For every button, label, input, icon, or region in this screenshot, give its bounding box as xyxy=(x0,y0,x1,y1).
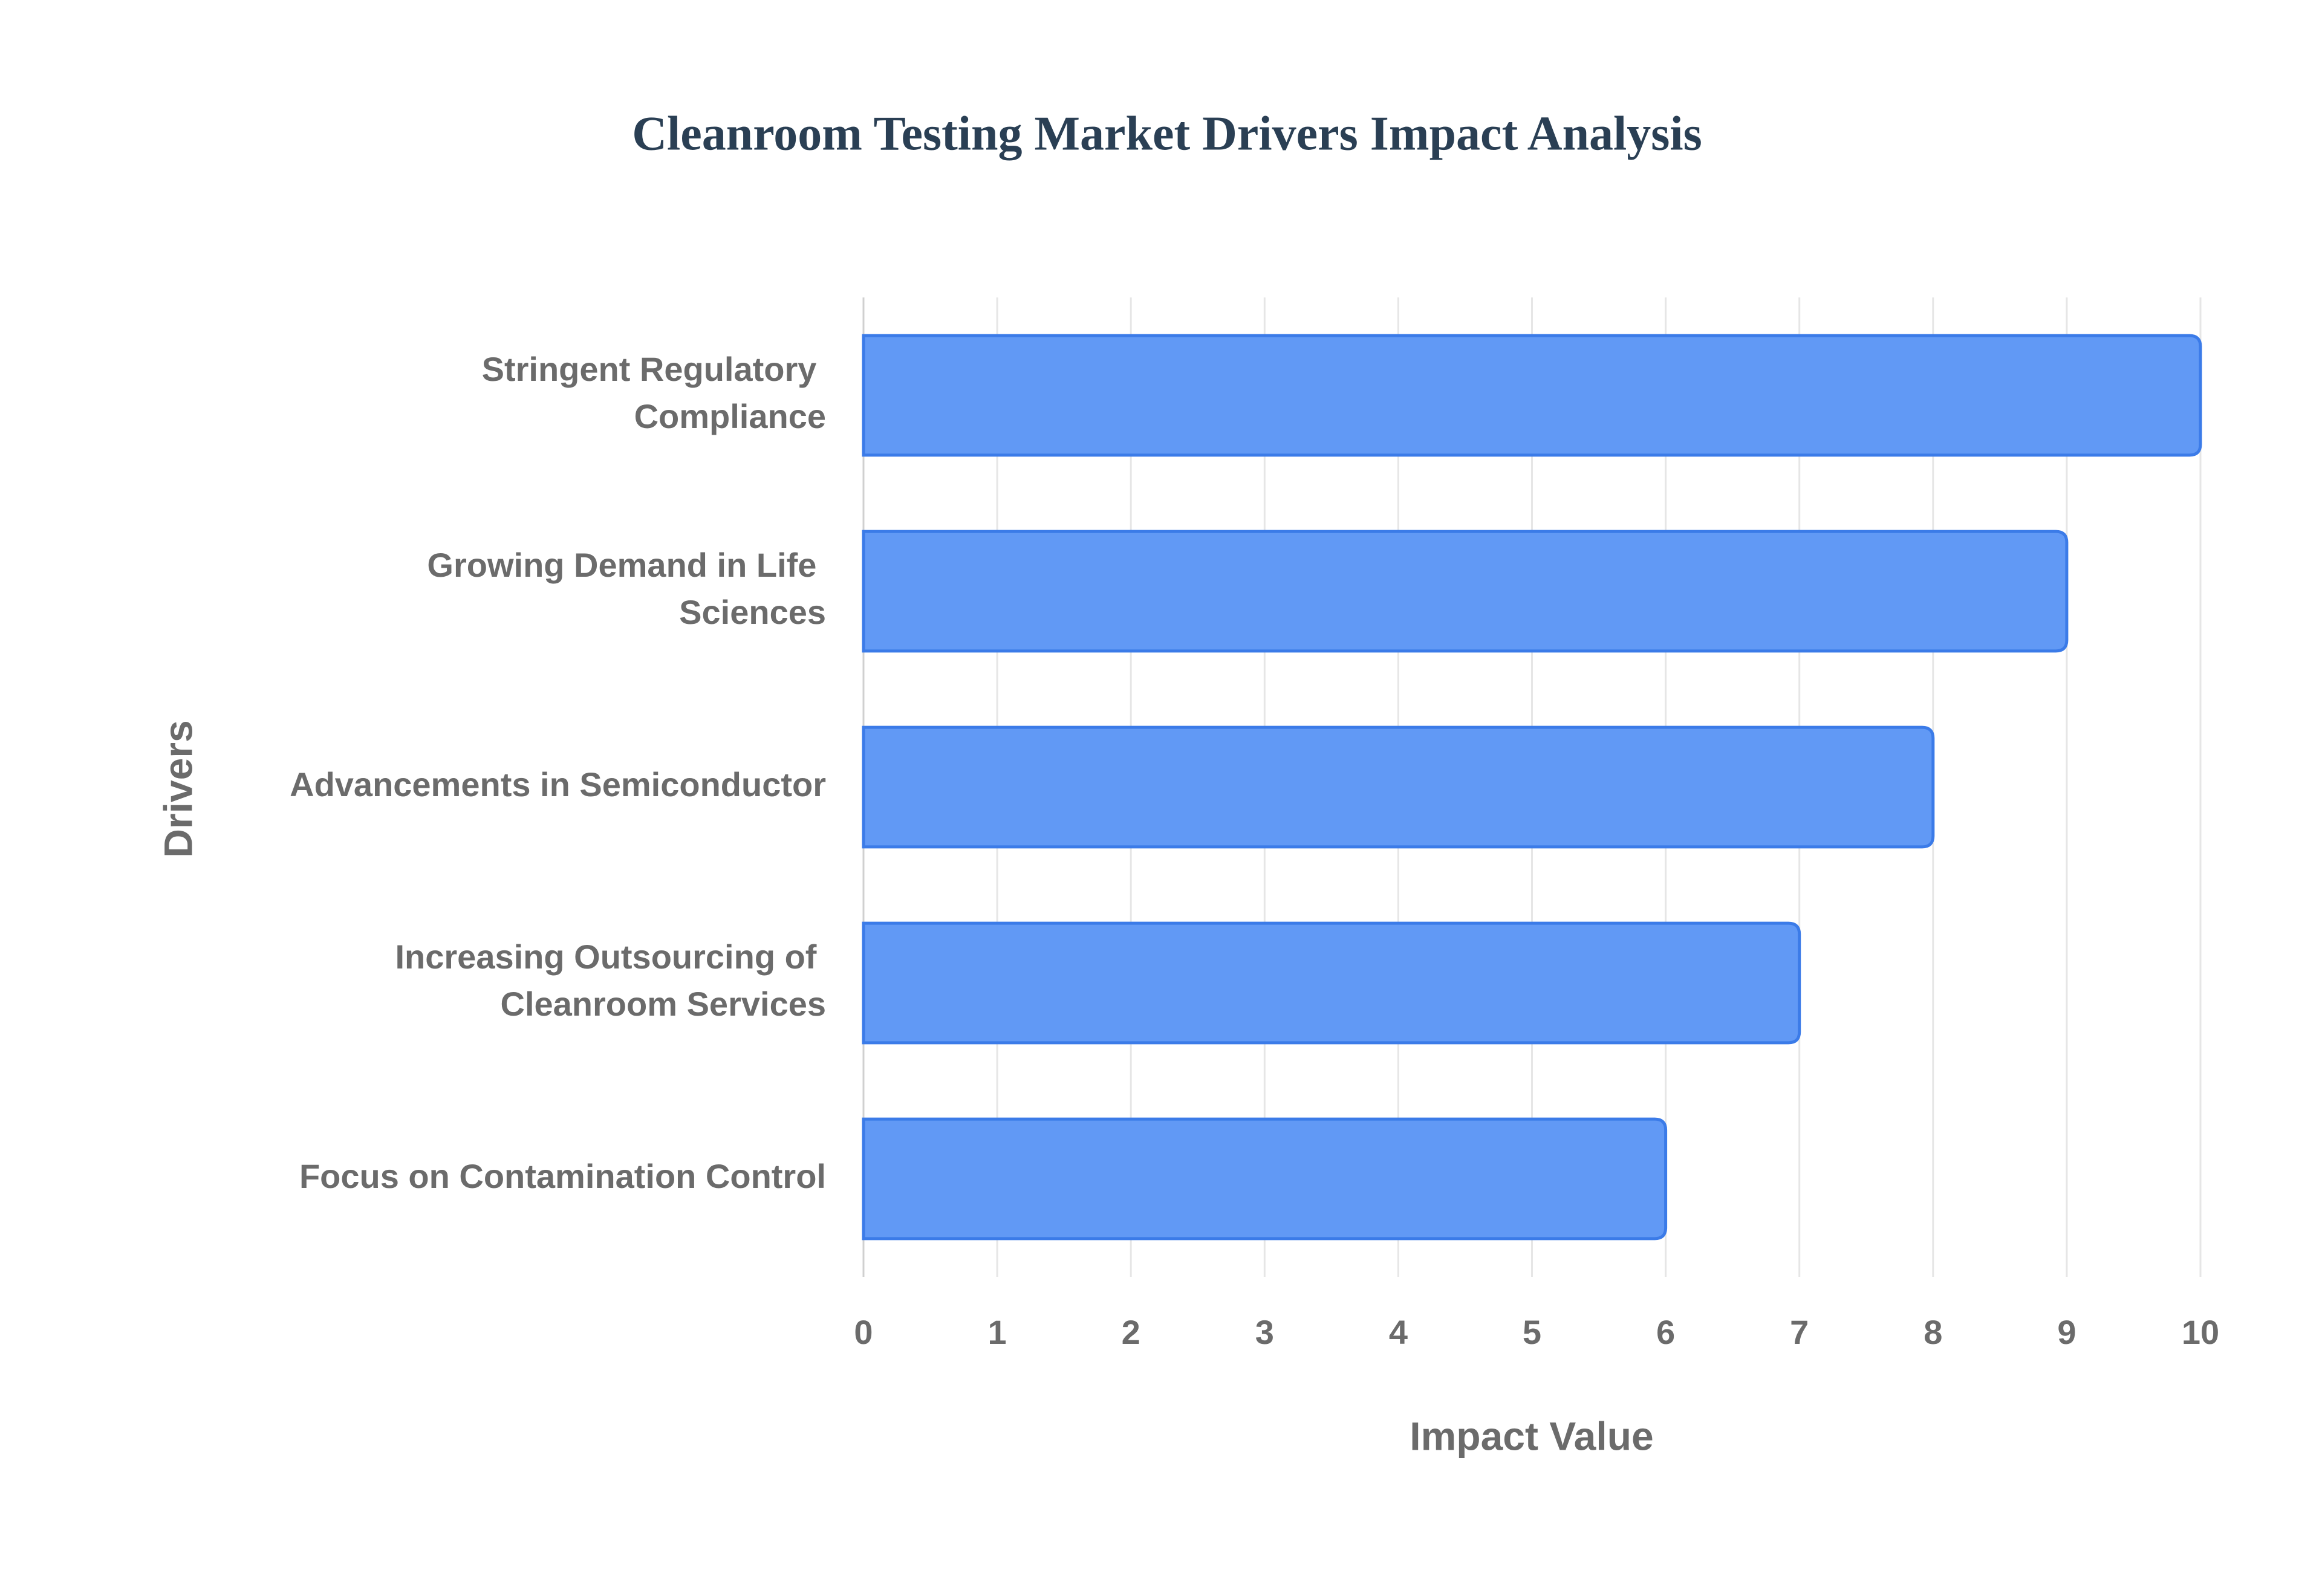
x-tick-label: 6 xyxy=(1656,1313,1675,1351)
x-axis-title: Impact Value xyxy=(1410,1413,1654,1458)
y-tick-label: Stringent Regulatory Compliance xyxy=(482,350,826,435)
y-tick-label: Advancements in Semiconductor xyxy=(290,765,826,803)
x-tick-label: 9 xyxy=(2057,1313,2076,1351)
y-tick-label: Growing Demand in Life Sciences xyxy=(427,546,826,631)
bar xyxy=(862,921,1801,1045)
bar xyxy=(862,334,2202,457)
bar xyxy=(862,530,2069,653)
bar xyxy=(862,725,1935,849)
x-tick-label: 1 xyxy=(988,1313,1007,1351)
x-tick-label: 8 xyxy=(1924,1313,1942,1351)
y-axis-title: Drivers xyxy=(155,720,200,858)
x-tick-label: 3 xyxy=(1255,1313,1274,1351)
y-tick-label: Focus on Contamination Control xyxy=(299,1157,826,1195)
y-tick-label: Increasing Outsourcing of Cleanroom Serv… xyxy=(395,938,826,1023)
x-tick-label: 4 xyxy=(1389,1313,1408,1351)
x-tick-label: 0 xyxy=(854,1313,873,1351)
x-tick-label: 5 xyxy=(1523,1313,1541,1351)
x-tick-label: 10 xyxy=(2182,1313,2219,1351)
chart-title: Cleanroom Testing Market Drivers Impact … xyxy=(632,107,1702,160)
x-tick-label: 2 xyxy=(1122,1313,1140,1351)
bar xyxy=(862,1117,1668,1241)
x-tick-label: 7 xyxy=(1790,1313,1809,1351)
